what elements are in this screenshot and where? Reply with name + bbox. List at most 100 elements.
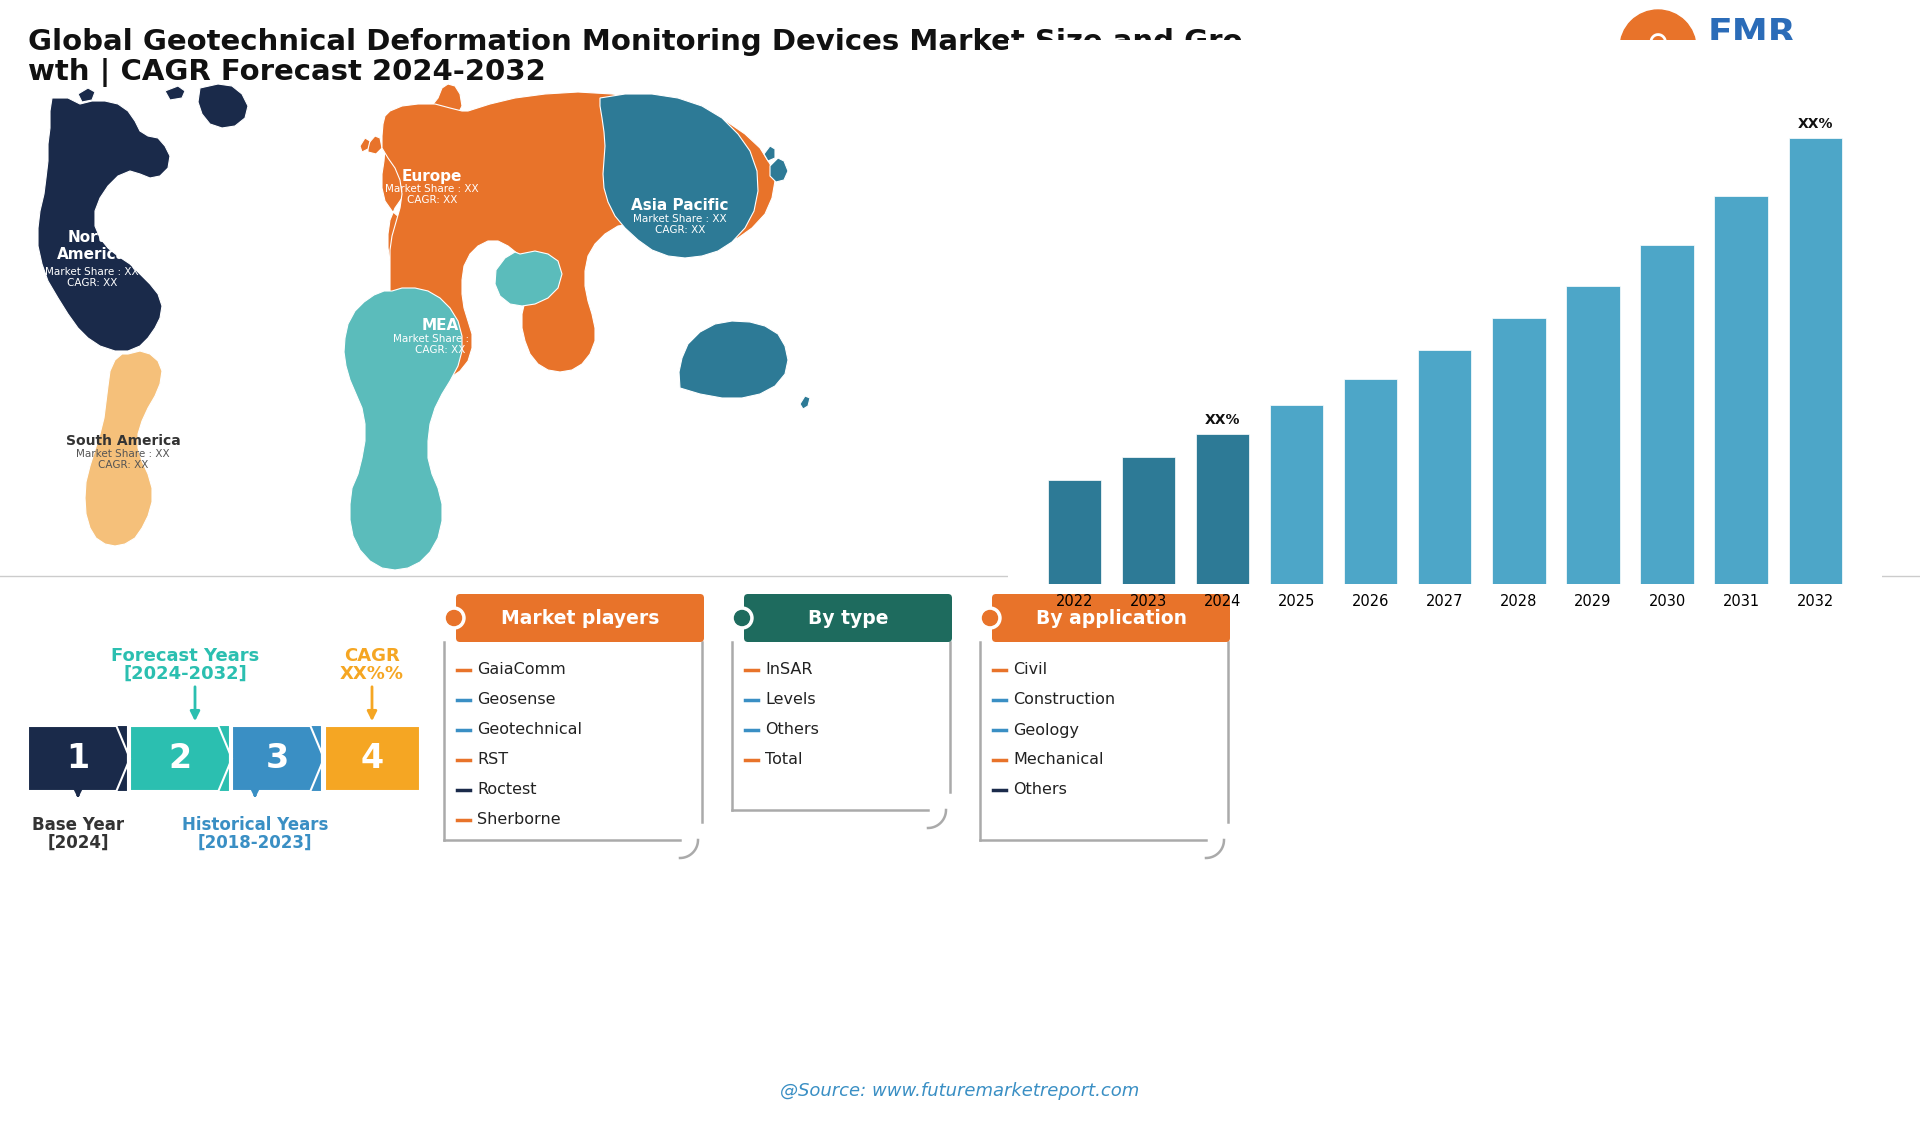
Text: Geosense: Geosense [476,692,555,707]
Bar [1789,139,1841,584]
Text: 3: 3 [265,741,288,775]
Text: XX%%: XX%% [340,665,403,683]
Text: Market Share : XX: Market Share : XX [394,333,488,344]
Text: Total: Total [764,753,803,768]
Text: Market Share : XX: Market Share : XX [77,449,169,460]
Text: 4: 4 [361,741,384,775]
Text: ⚲: ⚲ [1647,33,1668,63]
Text: Levels: Levels [764,692,816,707]
Bar [1048,480,1100,584]
Text: InSAR: InSAR [764,662,812,677]
Text: Global Geotechnical Deformation Monitoring Devices Market Size and Gro: Global Geotechnical Deformation Monitori… [29,28,1242,56]
Text: South America: South America [65,434,180,448]
Circle shape [1620,10,1695,86]
Bar [1640,245,1693,584]
Text: wth | CAGR Forecast 2024-2032: wth | CAGR Forecast 2024-2032 [29,58,545,87]
Text: Geology: Geology [1014,722,1079,738]
Bar [1419,350,1471,584]
FancyBboxPatch shape [324,727,420,791]
Text: CAGR: XX: CAGR: XX [655,225,705,235]
Text: FMR: FMR [1709,17,1797,52]
Text: [2024-2032]: [2024-2032] [123,665,248,683]
Text: Geotechnical Deformation Monitoring Devic: Geotechnical Deformation Monitoring Devi… [1020,91,1482,110]
Text: Historical Years: Historical Years [182,816,328,834]
FancyArrow shape [115,725,131,792]
Circle shape [735,611,749,626]
Text: Asia Pacific: Asia Pacific [632,198,730,213]
Polygon shape [198,84,248,128]
Polygon shape [770,158,787,182]
FancyArrow shape [219,725,232,792]
Polygon shape [382,92,776,380]
Text: Base Year: Base Year [33,816,125,834]
Bar [1567,286,1620,584]
FancyBboxPatch shape [29,727,129,791]
Text: 2: 2 [169,741,192,775]
Text: Forecast Years: Forecast Years [111,647,259,665]
Text: XX%: XX% [1204,413,1240,426]
Text: CAGR: CAGR [344,647,399,665]
Polygon shape [382,108,482,295]
Text: Market Size Growth In: Market Size Growth In [1020,113,1256,133]
Text: Others: Others [764,722,818,738]
Bar [1269,405,1323,584]
Text: Market Share : XX: Market Share : XX [46,267,138,277]
Polygon shape [764,146,776,160]
Polygon shape [495,251,563,306]
Text: Mechanical: Mechanical [1014,753,1104,768]
Text: CAGR: XX: CAGR: XX [407,195,457,205]
FancyBboxPatch shape [131,727,230,791]
Polygon shape [430,84,463,121]
Bar [1344,378,1398,584]
FancyBboxPatch shape [993,594,1231,642]
Polygon shape [79,88,94,102]
Polygon shape [84,351,161,545]
FancyBboxPatch shape [745,594,952,642]
Text: Roctest: Roctest [476,783,536,798]
Text: Market Share : XX: Market Share : XX [634,214,728,223]
Circle shape [444,607,465,629]
Text: North
America: North America [58,230,127,262]
Polygon shape [801,397,810,409]
Circle shape [983,611,998,626]
Polygon shape [38,99,171,351]
Text: By application: By application [1035,609,1187,628]
Circle shape [979,607,1000,629]
Text: Market players: Market players [501,609,659,628]
Circle shape [732,607,753,629]
Text: @Source: www.futuremarketreport.com: @Source: www.futuremarketreport.com [780,1082,1140,1100]
Text: Others: Others [1014,783,1068,798]
Text: [2018-2023]: [2018-2023] [198,834,313,851]
FancyBboxPatch shape [232,727,323,791]
Text: CAGR: XX: CAGR: XX [415,345,465,355]
Text: 1: 1 [67,741,90,775]
Text: [2024]: [2024] [48,834,109,851]
Text: RST: RST [476,753,509,768]
Polygon shape [680,321,787,398]
Polygon shape [344,288,463,570]
Bar [1492,317,1546,584]
FancyArrow shape [309,725,324,792]
Text: By type: By type [808,609,889,628]
Text: Market Share : XX: Market Share : XX [386,185,478,194]
Circle shape [447,611,461,626]
Text: Civil: Civil [1014,662,1046,677]
Polygon shape [599,94,758,258]
Bar [1121,457,1175,584]
Text: CAGR: XX: CAGR: XX [67,278,117,288]
Text: Sherborne: Sherborne [476,813,561,827]
Text: FUTURE MARKET REPORT: FUTURE MARKET REPORT [1709,49,1857,63]
Text: Bln or Mln: Bln or Mln [1020,138,1129,156]
Text: Construction: Construction [1014,692,1116,707]
FancyBboxPatch shape [457,594,705,642]
Polygon shape [361,138,371,152]
Bar [1715,196,1768,584]
Polygon shape [165,86,184,100]
Text: Europe: Europe [401,168,463,183]
Text: GaiaComm: GaiaComm [476,662,566,677]
Text: MEA: MEA [420,319,459,333]
Text: XX%: XX% [1797,117,1834,132]
Polygon shape [369,136,382,154]
Bar [1196,434,1250,584]
Text: Geotechnical: Geotechnical [476,722,582,738]
